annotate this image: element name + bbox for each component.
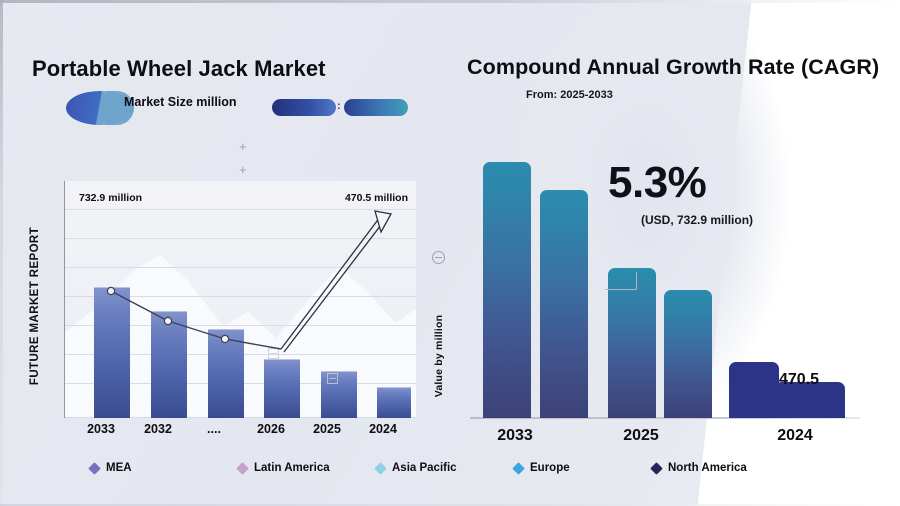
pill-swatch-b (344, 99, 408, 116)
bottom-legend: MEA Latin America Asia Pacific Europe No… (0, 461, 900, 490)
tiny-note-icon-2 (327, 373, 338, 384)
left-chart-y-axis-title: FUTURE MARKET REPORT (29, 226, 41, 386)
left-xlabel-2032: 2032 (144, 422, 172, 436)
pill-swatch-a (272, 99, 336, 116)
right-panel-title: Compound Annual Growth Rate (CAGR) (467, 55, 880, 79)
bottom-border-line (0, 504, 900, 506)
gridline (65, 296, 416, 297)
trend-point-2033 (106, 286, 116, 296)
legend-label-mea: MEA (106, 462, 132, 474)
pill-separator: : (337, 100, 341, 112)
gridline (65, 325, 416, 326)
bar-2026 (264, 359, 300, 418)
trend-point-ellipsis (220, 334, 230, 344)
right-xlabel-2033: 2033 (497, 427, 533, 444)
legend-item-asia-pacific[interactable]: Asia Pacific (374, 461, 457, 475)
bar-2032 (151, 311, 187, 418)
left-xlabel-2024: 2024 (369, 422, 397, 436)
bar-2033 (94, 287, 130, 418)
gridline (65, 267, 416, 268)
left-chart-caption-start: 732.9 million (79, 192, 143, 204)
growth-arrow-head (374, 210, 393, 234)
gridline (65, 238, 416, 239)
cagr-note: (USD, 732.9 million) (641, 213, 754, 227)
legend-label-asia-pacific: Asia Pacific (392, 462, 457, 474)
plus-icon-2: + (239, 162, 247, 177)
left-xlabel-2026: 2026 (257, 422, 285, 436)
right-bar-2025-primary (608, 268, 656, 418)
left-chart-plot-area: 732.9 million 470.5 million (64, 181, 416, 418)
right-xlabel-2025: 2025 (623, 427, 659, 444)
gridline (65, 209, 416, 210)
growth-arrow-shaft-a (280, 216, 381, 350)
legend-label-latin-america: Latin America (254, 462, 330, 474)
top-border-line (0, 0, 900, 3)
left-border-line (0, 0, 3, 506)
right-bar-2033-secondary (540, 190, 588, 418)
trend-line (110, 290, 282, 350)
decorative-bracket (605, 272, 637, 290)
legend-item-north-america[interactable]: North America (650, 461, 747, 475)
legend-marker-asia-pacific (374, 461, 387, 475)
lens-icon (66, 91, 134, 125)
right-bar-2024-primary (729, 362, 779, 418)
legend-marker-latin-america (236, 461, 249, 475)
legend-item-europe[interactable]: Europe (512, 461, 570, 475)
legend-marker-europe (512, 461, 525, 475)
tiny-note-icon-1 (268, 348, 279, 359)
left-xlabel-2025: 2025 (313, 422, 341, 436)
left-xlabel-2033: 2033 (87, 422, 115, 436)
minus-circle-icon (432, 251, 445, 264)
left-chart-right-axis-title: Value by million (433, 314, 445, 398)
legend-item-mea[interactable]: MEA (88, 461, 132, 475)
trend-point-2032 (163, 316, 173, 326)
right-xlabel-2024: 2024 (777, 427, 813, 444)
cagr-value: 5.3% (608, 158, 707, 207)
left-chart-overlay (106, 210, 393, 353)
bar-ellipsis (208, 329, 244, 418)
left-chart-caption-end: 470.5 million (344, 192, 408, 204)
legend-label-europe: Europe (530, 462, 570, 474)
plus-icon-1: + (239, 139, 247, 154)
right-bar-2024-secondary (775, 382, 845, 418)
legend-label-north-america: North America (668, 462, 747, 474)
left-xlabel-ellipsis: .... (207, 422, 221, 436)
bar-2024 (377, 387, 411, 418)
market-size-legend-label: Market Size million (124, 95, 237, 109)
legend-marker-north-america (650, 461, 663, 475)
left-panel-title: Portable Wheel Jack Market (32, 56, 326, 81)
right-panel-subtitle: From: 2025-2033 (526, 89, 613, 101)
legend-marker-mea (88, 461, 101, 475)
right-bar-2033-primary (483, 162, 531, 418)
growth-arrow-shaft-b (283, 220, 385, 353)
legend-item-latin-america[interactable]: Latin America (236, 461, 330, 475)
right-bar-data-label: 470.5 (779, 371, 820, 388)
right-bar-2025-secondary (664, 290, 712, 418)
